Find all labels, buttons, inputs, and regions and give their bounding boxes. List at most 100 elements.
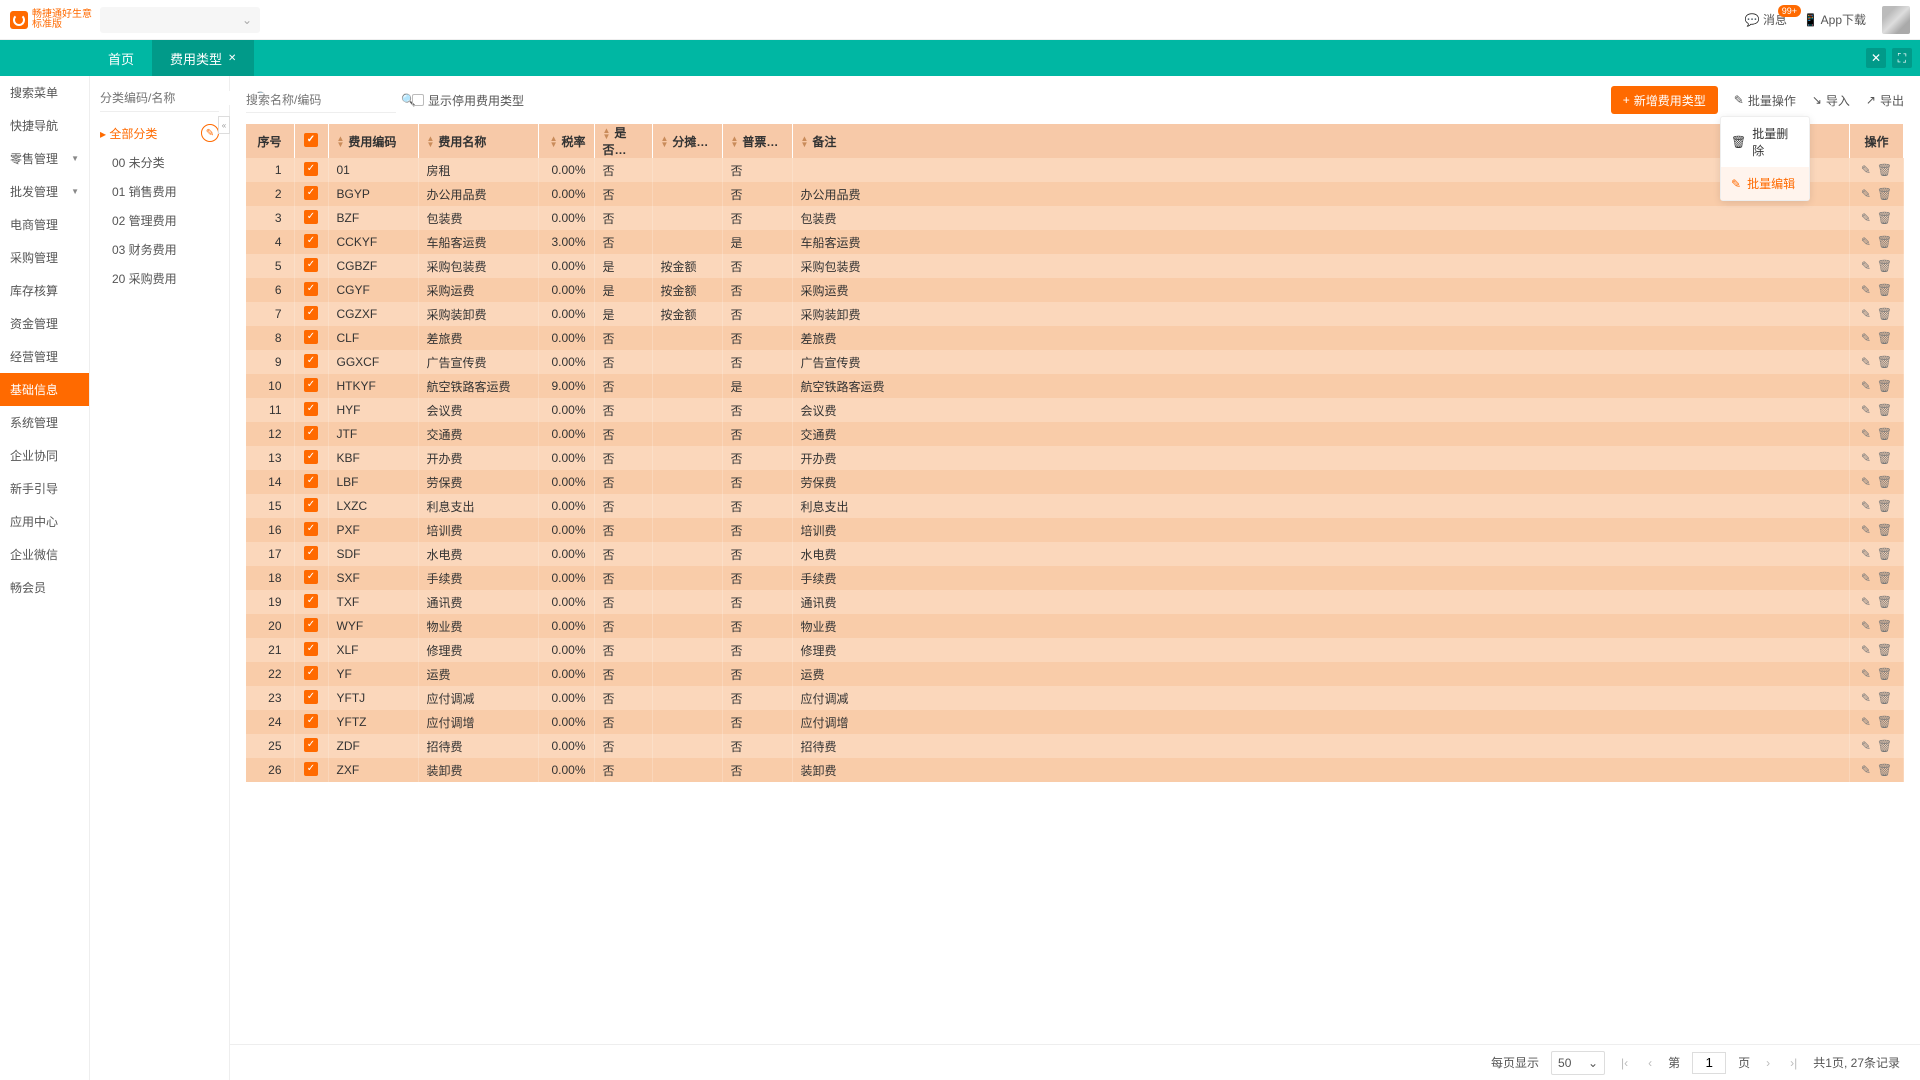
download-link[interactable]: 📱 App下载: [1803, 11, 1866, 28]
next-page[interactable]: ›: [1762, 1056, 1774, 1070]
delete-icon[interactable]: 🗑: [1877, 595, 1892, 609]
messages-link[interactable]: 💬 消息: [1745, 11, 1787, 28]
edit-category-icon[interactable]: ✎: [201, 124, 219, 142]
edit-icon[interactable]: ✎: [1861, 595, 1871, 609]
batch-delete[interactable]: 🗑 批量删除: [1721, 117, 1809, 167]
show-disabled-checkbox[interactable]: 显示停用费用类型: [412, 92, 524, 109]
row-checkbox[interactable]: [304, 234, 318, 248]
row-checkbox[interactable]: [304, 642, 318, 656]
edit-icon[interactable]: ✎: [1861, 163, 1871, 177]
col-ft[interactable]: ▲▼分摊…: [652, 124, 722, 158]
edit-icon[interactable]: ✎: [1861, 403, 1871, 417]
category-item[interactable]: 00 未分类: [90, 148, 229, 177]
col-pp[interactable]: ▲▼普票…: [722, 124, 792, 158]
row-checkbox[interactable]: [304, 714, 318, 728]
delete-icon[interactable]: 🗑: [1877, 475, 1892, 489]
sidebar-item[interactable]: 新手引导: [0, 472, 89, 505]
edit-icon[interactable]: ✎: [1861, 427, 1871, 441]
delete-icon[interactable]: 🗑: [1877, 331, 1892, 345]
delete-icon[interactable]: 🗑: [1877, 355, 1892, 369]
edit-icon[interactable]: ✎: [1861, 331, 1871, 345]
row-checkbox[interactable]: [304, 570, 318, 584]
sidebar-item[interactable]: 资金管理: [0, 307, 89, 340]
edit-icon[interactable]: ✎: [1861, 619, 1871, 633]
page-input[interactable]: [1692, 1052, 1726, 1074]
row-checkbox[interactable]: [304, 690, 318, 704]
sidebar-item[interactable]: 搜索菜单: [0, 76, 89, 109]
delete-icon[interactable]: 🗑: [1877, 715, 1892, 729]
prev-page[interactable]: ‹: [1644, 1056, 1656, 1070]
edit-icon[interactable]: ✎: [1861, 235, 1871, 249]
avatar[interactable]: [1882, 6, 1910, 34]
delete-icon[interactable]: 🗑: [1877, 379, 1892, 393]
delete-icon[interactable]: 🗑: [1877, 499, 1892, 513]
col-code[interactable]: ▲▼费用编码: [328, 124, 418, 158]
edit-icon[interactable]: ✎: [1861, 187, 1871, 201]
company-selector[interactable]: ⌄: [100, 7, 260, 33]
delete-icon[interactable]: 🗑: [1877, 763, 1892, 777]
delete-icon[interactable]: 🗑: [1877, 283, 1892, 297]
sidebar-item[interactable]: 系统管理: [0, 406, 89, 439]
row-checkbox[interactable]: [304, 402, 318, 416]
row-checkbox[interactable]: [304, 378, 318, 392]
edit-icon[interactable]: ✎: [1861, 499, 1871, 513]
tab-fee-type[interactable]: 费用类型✕: [152, 40, 254, 76]
delete-icon[interactable]: 🗑: [1877, 571, 1892, 585]
edit-icon[interactable]: ✎: [1861, 523, 1871, 537]
col-index[interactable]: 序号: [246, 124, 294, 158]
close-icon[interactable]: ✕: [228, 53, 236, 64]
batch-button[interactable]: ✎ 批量操作: [1734, 92, 1796, 109]
batch-edit[interactable]: ✎ 批量编辑: [1721, 167, 1809, 200]
tab-close-all-icon[interactable]: ✕: [1866, 48, 1886, 68]
row-checkbox[interactable]: [304, 594, 318, 608]
edit-icon[interactable]: ✎: [1861, 355, 1871, 369]
add-button[interactable]: + 新增费用类型: [1611, 86, 1718, 114]
sidebar-item[interactable]: 零售管理▼: [0, 142, 89, 175]
delete-icon[interactable]: 🗑: [1877, 667, 1892, 681]
delete-icon[interactable]: 🗑: [1877, 643, 1892, 657]
delete-icon[interactable]: 🗑: [1877, 163, 1892, 177]
row-checkbox[interactable]: [304, 306, 318, 320]
sidebar-item[interactable]: 基础信息: [0, 373, 89, 406]
delete-icon[interactable]: 🗑: [1877, 307, 1892, 321]
export-button[interactable]: ↗ 导出: [1866, 92, 1904, 109]
row-checkbox[interactable]: [304, 666, 318, 680]
delete-icon[interactable]: 🗑: [1877, 619, 1892, 633]
sidebar-item[interactable]: 采购管理: [0, 241, 89, 274]
row-checkbox[interactable]: [304, 498, 318, 512]
row-checkbox[interactable]: [304, 450, 318, 464]
edit-icon[interactable]: ✎: [1861, 571, 1871, 585]
edit-icon[interactable]: ✎: [1861, 667, 1871, 681]
delete-icon[interactable]: 🗑: [1877, 403, 1892, 417]
category-item[interactable]: 20 采购费用: [90, 264, 229, 293]
row-checkbox[interactable]: [304, 354, 318, 368]
row-checkbox[interactable]: [304, 762, 318, 776]
edit-icon[interactable]: ✎: [1861, 283, 1871, 297]
first-page[interactable]: |‹: [1617, 1056, 1632, 1070]
delete-icon[interactable]: 🗑: [1877, 739, 1892, 753]
sidebar-item[interactable]: 库存核算: [0, 274, 89, 307]
row-checkbox[interactable]: [304, 210, 318, 224]
category-item[interactable]: 02 管理费用: [90, 206, 229, 235]
edit-icon[interactable]: ✎: [1861, 691, 1871, 705]
edit-icon[interactable]: ✎: [1861, 739, 1871, 753]
last-page[interactable]: ›|: [1786, 1056, 1801, 1070]
delete-icon[interactable]: 🗑: [1877, 547, 1892, 561]
category-item[interactable]: 03 财务费用: [90, 235, 229, 264]
sidebar-item[interactable]: 畅会员: [0, 571, 89, 604]
delete-icon[interactable]: 🗑: [1877, 187, 1892, 201]
row-checkbox[interactable]: [304, 330, 318, 344]
edit-icon[interactable]: ✎: [1861, 643, 1871, 657]
sidebar-item[interactable]: 企业协同: [0, 439, 89, 472]
edit-icon[interactable]: ✎: [1861, 259, 1871, 273]
row-checkbox[interactable]: [304, 474, 318, 488]
collapse-handle[interactable]: «: [218, 116, 230, 134]
row-checkbox[interactable]: [304, 162, 318, 176]
row-checkbox[interactable]: [304, 282, 318, 296]
delete-icon[interactable]: 🗑: [1877, 523, 1892, 537]
edit-icon[interactable]: ✎: [1861, 475, 1871, 489]
col-check[interactable]: [294, 124, 328, 158]
delete-icon[interactable]: 🗑: [1877, 427, 1892, 441]
edit-icon[interactable]: ✎: [1861, 211, 1871, 225]
delete-icon[interactable]: 🗑: [1877, 235, 1892, 249]
